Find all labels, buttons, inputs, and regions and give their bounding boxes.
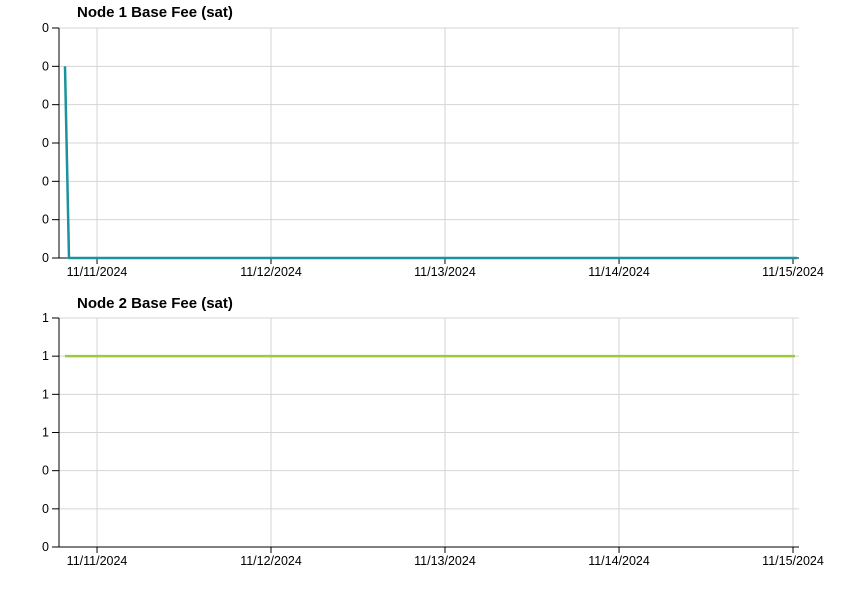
y-axis-tick-label: 0 <box>42 540 49 554</box>
x-axis-tick-label: 11/11/2024 <box>67 554 128 568</box>
x-axis-tick-label: 11/15/2024 <box>762 554 824 568</box>
y-axis-tick-label: 0 <box>42 136 49 150</box>
chart-title-node-1-base-fee: Node 1 Base Fee (sat) <box>77 4 233 21</box>
chart-title-node-2-base-fee: Node 2 Base Fee (sat) <box>77 295 233 312</box>
y-axis-tick-label: 1 <box>42 349 49 363</box>
x-axis-tick-label: 11/13/2024 <box>414 554 476 568</box>
y-axis-tick-label: 0 <box>42 59 49 73</box>
x-axis-tick-label: 11/14/2024 <box>588 265 650 279</box>
y-axis-tick-label: 0 <box>42 464 49 478</box>
y-axis-tick-label: 1 <box>42 311 49 325</box>
x-axis-tick-label: 11/12/2024 <box>240 554 302 568</box>
y-axis-tick-label: 0 <box>42 98 49 112</box>
x-axis-tick-label: 11/15/2024 <box>762 265 824 279</box>
series-line-node-1 <box>63 66 798 260</box>
y-axis-tick-label: 1 <box>42 426 49 440</box>
y-axis-tick-label: 0 <box>42 251 49 265</box>
x-axis-tick-label: 11/14/2024 <box>588 554 650 568</box>
x-axis-tick-label: 11/13/2024 <box>414 265 476 279</box>
x-axis-tick-label: 11/12/2024 <box>240 265 302 279</box>
y-axis-tick-label: 0 <box>42 213 49 227</box>
x-axis-tick-label: 11/11/2024 <box>67 265 128 279</box>
y-axis-tick-label: 1 <box>42 387 49 401</box>
y-axis-tick-label: 0 <box>42 502 49 516</box>
y-axis-tick-label: 0 <box>42 174 49 188</box>
y-axis-tick-label: 0 <box>42 21 49 35</box>
